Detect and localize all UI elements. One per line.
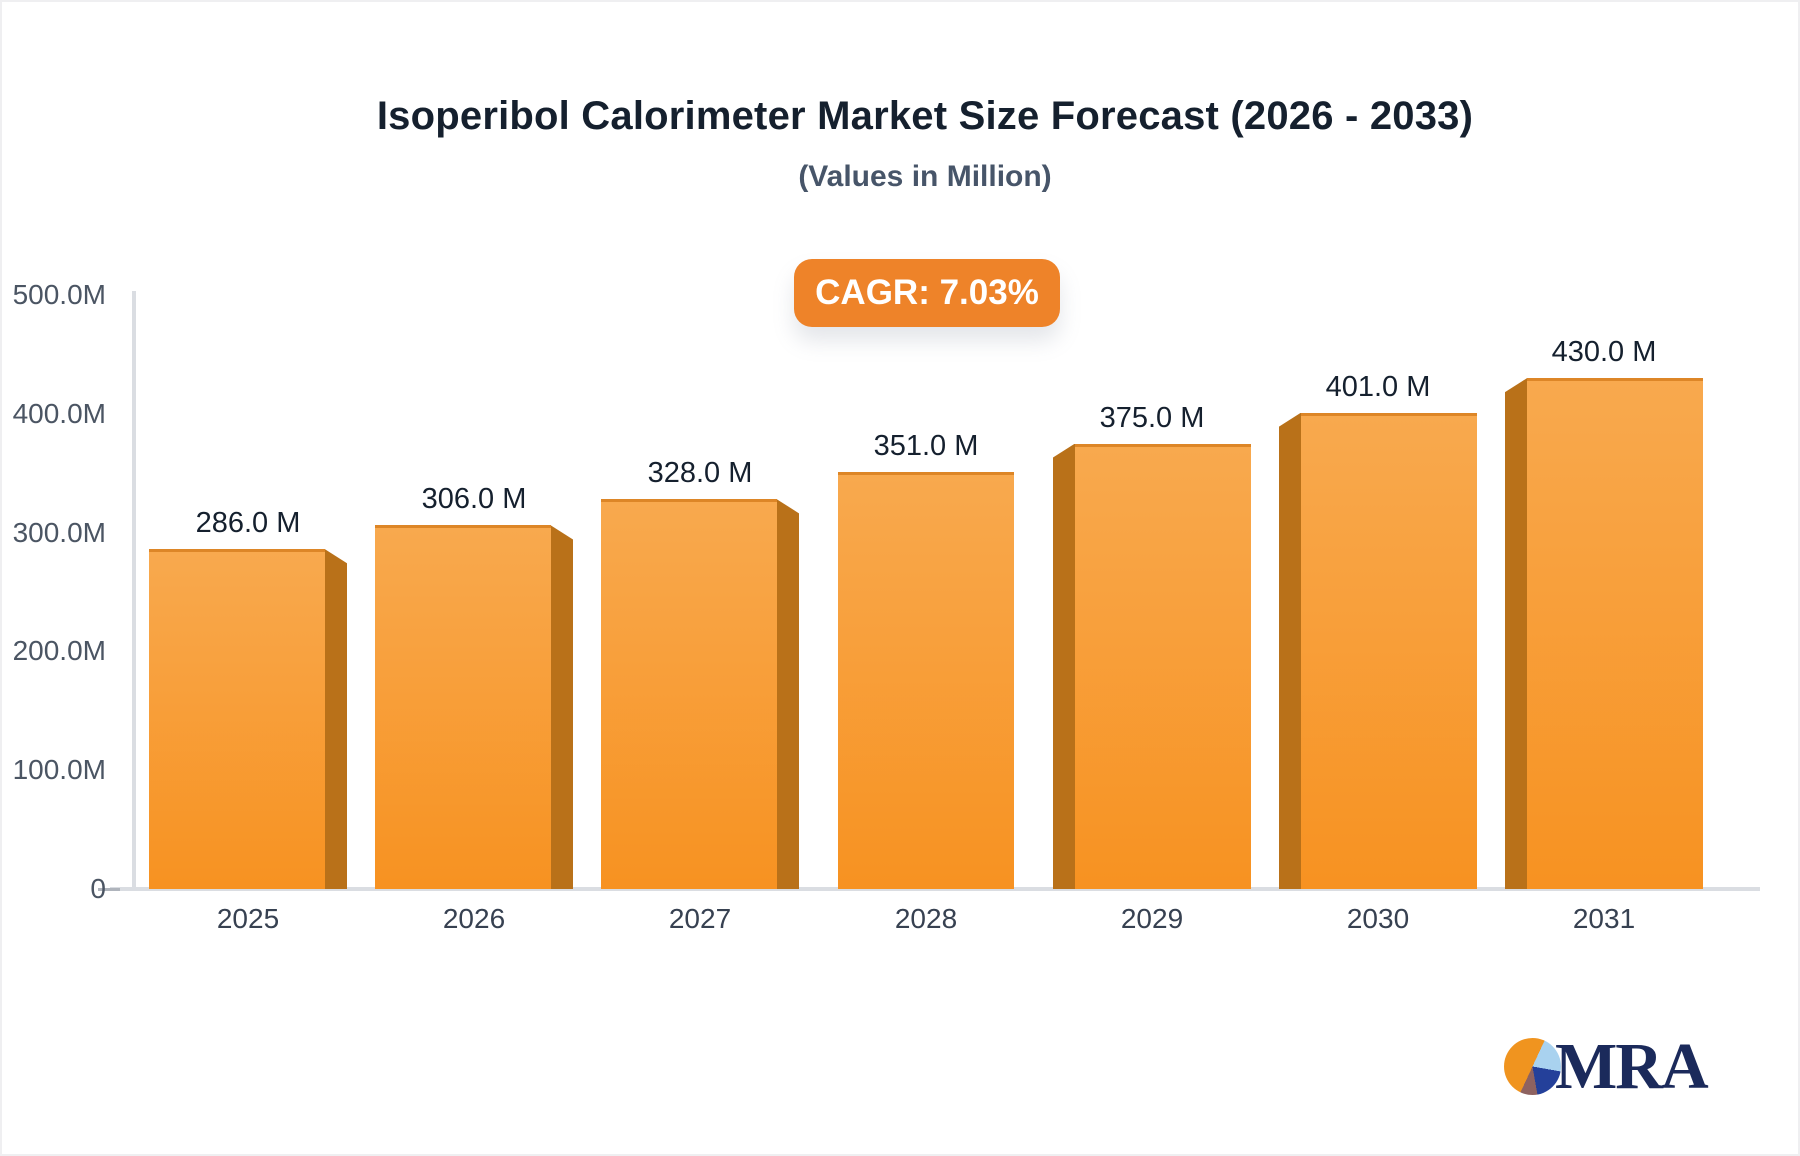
y-axis-tick-label: 100.0M bbox=[12, 754, 106, 786]
bar-3d-side-2025 bbox=[325, 549, 347, 889]
x-axis-label-2029: 2029 bbox=[1120, 903, 1184, 934]
bar-value-label-2030: 401.0 M bbox=[1325, 370, 1431, 403]
y-axis-line bbox=[132, 291, 136, 890]
chart-title: Isoperibol Calorimeter Market Size Forec… bbox=[376, 94, 1474, 138]
x-axis-label-2027: 2027 bbox=[668, 903, 732, 934]
bar-3d-side-2027 bbox=[777, 499, 799, 889]
bar-2031 bbox=[1527, 378, 1703, 889]
bar-2025 bbox=[149, 549, 325, 889]
bar-2027 bbox=[601, 499, 777, 889]
pie-chart-logo-icon bbox=[1504, 1038, 1561, 1095]
mra-logo: MRA bbox=[1504, 1030, 1709, 1103]
bar-2030 bbox=[1301, 412, 1477, 889]
bar-value-label-2025: 286.0 M bbox=[195, 507, 301, 540]
x-axis-label-2031: 2031 bbox=[1572, 903, 1636, 934]
x-axis-line bbox=[110, 887, 1760, 891]
cagr-badge-label: CAGR: 7.03% bbox=[815, 273, 1039, 312]
x-axis-label-2030: 2030 bbox=[1346, 903, 1410, 934]
bar-2026 bbox=[375, 525, 551, 889]
y-axis-zero-tick bbox=[98, 888, 120, 891]
bar-value-label-2029: 375.0 M bbox=[1099, 401, 1205, 434]
x-axis-label-2026: 2026 bbox=[442, 903, 506, 934]
bar-value-label-2031: 430.0 M bbox=[1551, 336, 1657, 369]
x-axis-label-2028: 2028 bbox=[894, 903, 958, 934]
bar-3d-side-2031 bbox=[1505, 378, 1527, 889]
logo-text: MRA bbox=[1555, 1030, 1709, 1103]
y-axis-tick-label: 300.0M bbox=[12, 516, 106, 548]
x-axis-label-2025: 2025 bbox=[216, 903, 280, 934]
y-axis-tick-label: 0 bbox=[90, 873, 106, 904]
bar-value-label-2028: 351.0 M bbox=[873, 430, 979, 462]
bar-3d-side-2026 bbox=[551, 525, 573, 889]
y-axis-tick-label: 200.0M bbox=[12, 635, 106, 667]
chart-subtitle: (Values in Million) bbox=[798, 160, 1052, 193]
bar-2028 bbox=[838, 472, 1014, 889]
cagr-badge: CAGR: 7.03% bbox=[794, 259, 1060, 327]
bar-value-label-2027: 328.0 M bbox=[647, 457, 753, 490]
bar-3d-side-2030 bbox=[1279, 412, 1301, 889]
bar-value-label-2026: 306.0 M bbox=[421, 483, 527, 516]
y-axis-tick-label: 500.0M bbox=[12, 279, 106, 310]
bar-3d-side-2029 bbox=[1053, 443, 1075, 889]
y-axis-tick-label: 400.0M bbox=[12, 397, 106, 429]
bar-2029 bbox=[1075, 443, 1251, 889]
